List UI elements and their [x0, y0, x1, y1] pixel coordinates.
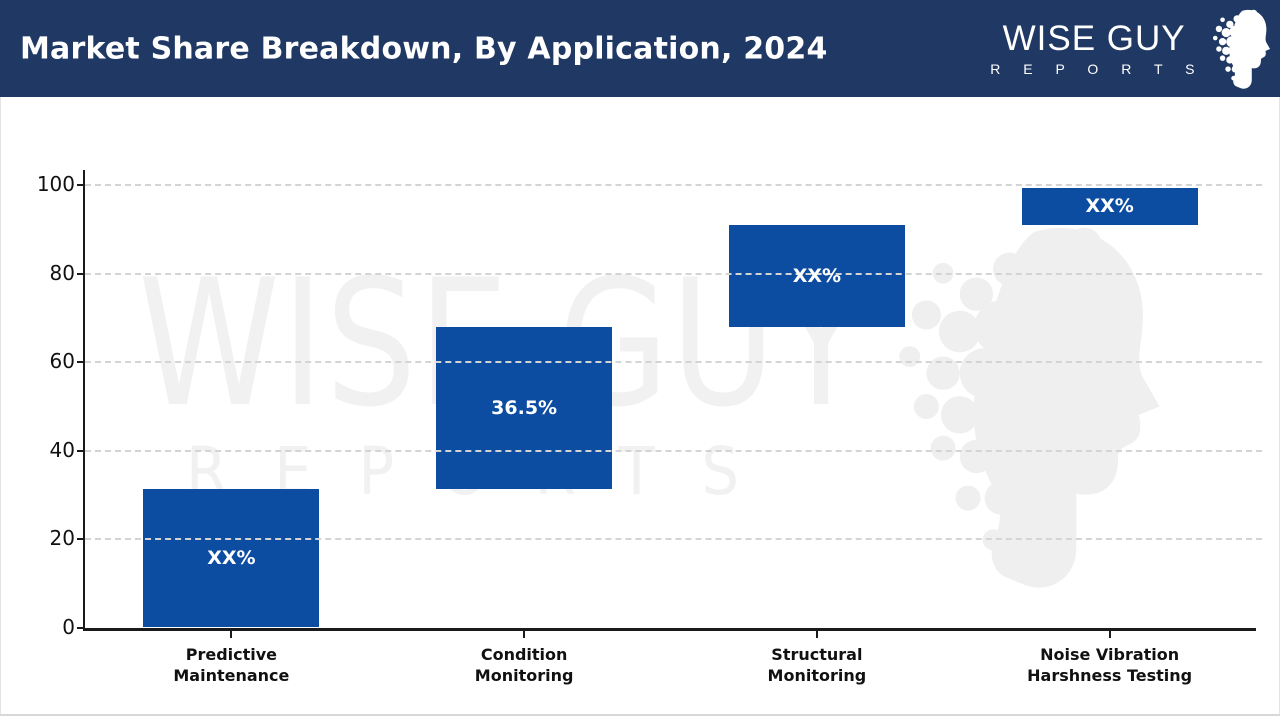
x-category-label-line: Monitoring: [767, 665, 867, 685]
gridline-20: [85, 538, 1262, 540]
x-category-label-structural-monitoring: Structural Monitoring: [687, 644, 947, 686]
left-border: [0, 97, 1, 715]
x-category-label-line: Noise Vibration: [1040, 644, 1180, 664]
ytick-label-100: 100: [36, 172, 75, 196]
bar-noise-vibration-harshness-testing: [1021, 187, 1198, 226]
bar-value-label-structural-monitoring: XX%: [792, 265, 842, 288]
x-category-label-line: Structural: [771, 644, 863, 664]
ytick-mark-80: [77, 272, 85, 275]
gridline-100: [85, 184, 1262, 186]
ytick-label-80: 80: [49, 260, 75, 285]
header-bar: Market Share Breakdown, By Application, …: [0, 0, 1280, 97]
x-axis-spine: [83, 627, 1256, 631]
logo-wordmark: WISE GUY R E P O R T S: [984, 19, 1204, 77]
ytick-mark-100: [77, 184, 85, 186]
wiseguy-logo: WISE GUY R E P O R T S: [984, 7, 1272, 91]
logo-text-reports: R E P O R T S: [990, 60, 1204, 77]
bar-predictive-maintenance: [143, 488, 320, 628]
ytick-label-20: 20: [49, 526, 75, 550]
ytick-mark-40: [77, 449, 85, 452]
xtick-mark-condition-monitoring: [523, 630, 526, 638]
x-category-label-line: Maintenance: [173, 665, 290, 685]
ytick-label-0: 0: [62, 614, 75, 639]
bar-structural-monitoring: [728, 225, 905, 328]
bar-value-label-condition-monitoring: 36.5%: [491, 396, 558, 419]
x-category-label-predictive-maintenance: Predictive Maintenance: [101, 644, 361, 686]
bar-value-label-predictive-maintenance: XX%: [207, 547, 256, 570]
ytick-mark-0: [77, 626, 85, 629]
ytick-label-40: 40: [49, 437, 75, 462]
page-title: Market Share Breakdown, By Application, …: [20, 31, 828, 66]
gridline-60: [85, 361, 1262, 363]
x-category-label-noise-vibration-harshness-testing: Noise Vibration Harshness Testing: [980, 644, 1240, 686]
x-category-label-line: Condition: [480, 644, 568, 664]
ytick-mark-20: [77, 538, 85, 540]
logo-head-icon: [1212, 9, 1271, 89]
x-category-label-line: Predictive: [185, 644, 278, 664]
logo-text-wiseguy: WISE GUY: [1002, 19, 1186, 59]
x-category-label-line: Harshness Testing: [1027, 665, 1193, 685]
gridline-80: [85, 272, 1262, 275]
xtick-mark-structural-monitoring: [815, 630, 818, 638]
xtick-mark-predictive-maintenance: [230, 630, 233, 638]
x-category-label-line: Monitoring: [474, 665, 574, 685]
ytick-label-60: 60: [49, 349, 75, 373]
x-category-label-condition-monitoring: Condition Monitoring: [394, 644, 654, 686]
bar-value-label-noise-vibration-harshness-testing: XX%: [1085, 195, 1134, 218]
gridline-40: [85, 449, 1262, 452]
bottom-border: [0, 714, 1280, 716]
xtick-mark-noise-vibration-harshness-testing: [1108, 630, 1111, 638]
ytick-mark-60: [77, 361, 85, 363]
y-axis-spine: [83, 170, 85, 630]
bar-condition-monitoring: [436, 327, 613, 489]
